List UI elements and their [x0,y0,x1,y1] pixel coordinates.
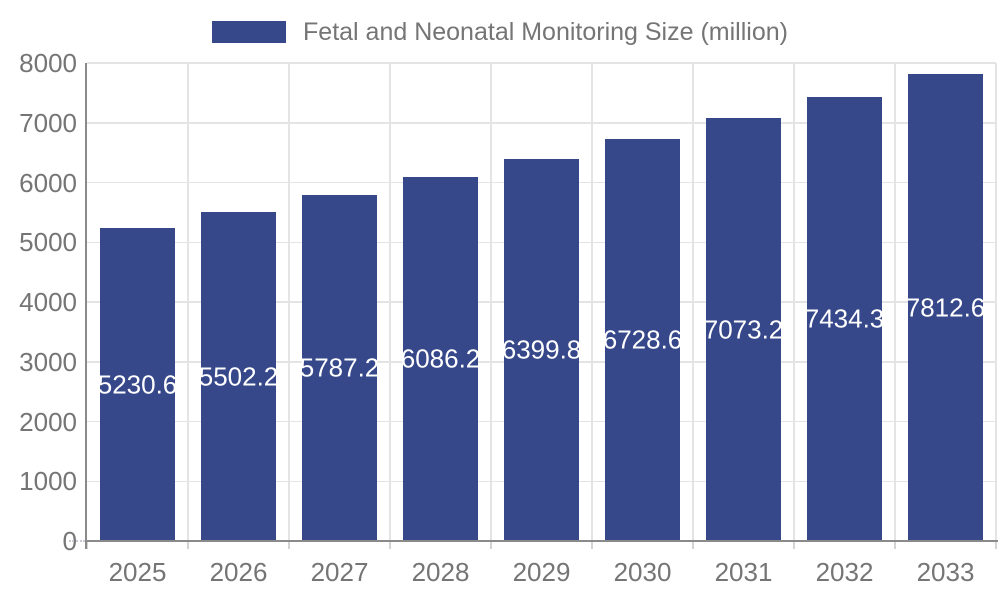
v-gridline [288,63,290,541]
bar-value-label: 6399.8 [501,334,582,365]
x-tick-mark [692,541,694,549]
bar[interactable]: 5502.2 [198,212,279,541]
x-axis-label: 2033 [916,557,975,587]
bar[interactable]: 6728.6 [602,138,683,541]
y-zero-tick [69,540,85,542]
bar[interactable]: 5230.6 [97,228,178,541]
bar[interactable]: 7073.2 [703,118,784,541]
bar-value-label: 7073.2 [703,314,784,345]
x-axis-label: 2026 [209,557,268,587]
bar-value-label: 5230.6 [97,369,178,400]
x-tick-mark [490,541,492,549]
x-tick-mark [86,541,88,549]
x-axis-line [85,540,998,542]
x-axis-label: 2031 [714,557,773,587]
x-axis-label: 2025 [108,557,167,587]
x-tick-mark [894,541,896,549]
v-gridline [995,63,997,541]
v-gridline [692,63,694,541]
v-gridline [894,63,896,541]
v-gridline [490,63,492,541]
x-tick-mark [995,541,997,549]
x-tick-mark [389,541,391,549]
bar-value-label: 6728.6 [602,324,683,355]
legend-swatch [212,21,287,43]
h-gridline [87,122,996,124]
y-tick-label: 8000 [19,48,77,78]
bar-value-label: 5502.2 [198,361,279,392]
y-tick-label: 6000 [19,167,77,198]
bar-value-label: 6086.2 [400,343,481,374]
y-tick-label: 4000 [19,287,77,317]
y-tick-label: 5000 [19,227,77,258]
v-gridline [793,63,795,541]
bar-value-label: 5787.2 [299,352,380,383]
bar-value-label: 7812.6 [905,292,986,323]
x-axis-label: 2032 [815,557,874,587]
bar[interactable]: 7434.3 [804,96,885,541]
v-gridline [389,63,391,541]
x-tick-mark [591,541,593,549]
h-gridline [87,62,996,64]
legend-label: Fetal and Neonatal Monitoring Size (mill… [303,18,788,46]
y-tick-label: 7000 [19,107,77,138]
bar[interactable]: 7812.6 [905,74,986,541]
plot-area: 5230.6 5502.2 5787.2 6086.2 6399.8 6728.6 7073… [87,62,997,541]
x-axis-label: 2027 [310,557,369,587]
v-gridline [187,63,189,541]
y-tick-label: 0 [62,526,77,556]
x-axis-label: 2028 [411,557,470,587]
y-tick-label: 1000 [19,466,77,497]
bar[interactable]: 5787.2 [299,195,380,541]
bar-value-label: 7434.3 [804,303,885,334]
x-tick-mark [288,541,290,549]
bar[interactable]: 6399.8 [501,158,582,541]
x-tick-mark [793,541,795,549]
legend[interactable]: Fetal and Neonatal Monitoring Size (mill… [0,19,1000,45]
y-tick-label: 2000 [19,406,77,437]
y-tick-label: 3000 [19,346,77,377]
y-axis-line [85,63,87,549]
bar[interactable]: 6086.2 [400,177,481,541]
v-gridline [591,63,593,541]
x-axis-label: 2030 [613,557,672,587]
x-tick-mark [187,541,189,549]
x-axis-label: 2029 [512,557,571,587]
